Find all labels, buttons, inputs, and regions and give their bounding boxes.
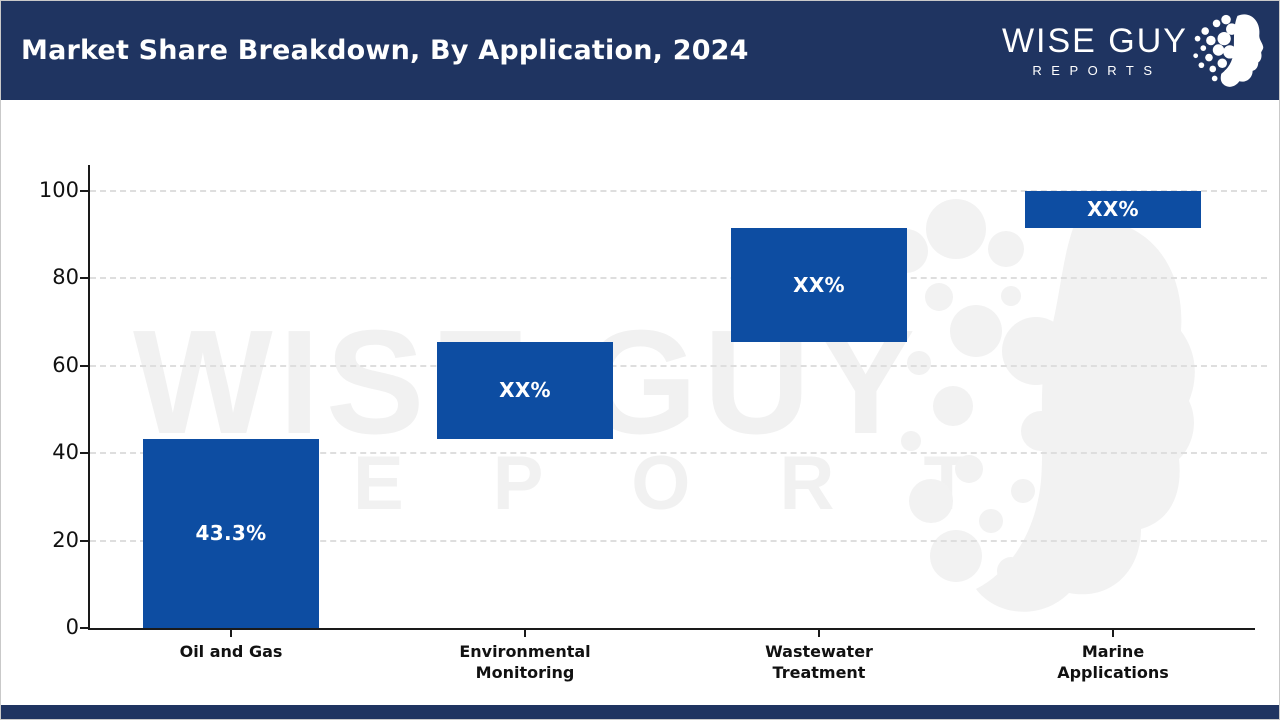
bar-value-label: XX% — [499, 378, 551, 403]
bar-value-label: XX% — [1087, 197, 1139, 222]
y-tick-20 — [80, 539, 89, 542]
y-axis-spine — [88, 165, 90, 630]
bar-oil-and-gas: 43.3% — [143, 438, 319, 628]
y-tick-label-80: 80 — [52, 265, 79, 289]
y-tick-label-60: 60 — [52, 352, 79, 377]
x-axis-label-line: Environmental — [459, 642, 591, 661]
x-axis-label-line: Marine — [1081, 642, 1145, 661]
gridline-40 — [90, 452, 1267, 454]
x-axis-label-line: Monitoring — [475, 663, 575, 682]
y-tick-100 — [80, 189, 89, 192]
x-axis-label-1: Environmental Monitoring — [413, 641, 637, 683]
svg-text:R E P O R T S: R E P O R T S — [209, 441, 1144, 526]
y-tick-80 — [80, 277, 89, 279]
x-axis-spine — [88, 628, 1255, 630]
page-title: Market Share Breakdown, By Application, … — [21, 34, 749, 66]
y-tick-40 — [80, 452, 89, 454]
gridline-100 — [90, 189, 1267, 192]
x-tick-1 — [524, 630, 526, 637]
x-axis-label-line: Treatment — [772, 663, 866, 682]
bar-environmental-monitoring: XX% — [437, 342, 613, 439]
header-bar: Market Share Breakdown, By Application, … — [1, 1, 1279, 100]
x-axis-label-3: Marine Applications — [1001, 641, 1225, 683]
x-tick-0 — [230, 630, 232, 637]
y-tick-label-0: 0 — [65, 615, 79, 639]
footer-bar — [1, 705, 1279, 719]
y-tick-label-40: 40 — [52, 440, 79, 464]
bar-marine-applications: XX% — [1025, 190, 1201, 229]
gridline-80 — [90, 277, 1267, 279]
x-tick-3 — [1112, 630, 1114, 637]
gridline-20 — [90, 539, 1267, 542]
y-tick-60 — [80, 364, 89, 367]
x-axis-label-line: Oil and Gas — [179, 642, 283, 661]
logo-wise-guy-label: WISE GUY — [1001, 21, 1188, 60]
x-axis-label-0: Oil and Gas — [119, 641, 343, 662]
y-tick-label-100: 100 — [38, 177, 79, 202]
x-tick-2 — [818, 630, 820, 637]
gridline-60 — [90, 364, 1267, 367]
wise-guy-logo-text: WISE GUY REPORTS — [1002, 24, 1188, 77]
bar-wastewater-treatment: XX% — [731, 228, 907, 343]
market-share-chart: 0 20 40 60 80 100 43.3% Oil and Gas XX% Environme… — [1, 1, 1279, 707]
x-axis-label-2: Wastewater Treatment — [707, 641, 931, 683]
bar-value-label: 43.3% — [195, 521, 267, 546]
logo-reports-label: REPORTS — [1032, 62, 1162, 78]
x-axis-label-line: Wastewater — [765, 642, 873, 661]
y-tick-label-20: 20 — [52, 527, 79, 552]
x-axis-label-line: Applications — [1057, 663, 1169, 682]
wise-guy-head-logo-icon — [1193, 14, 1264, 87]
wise-guy-logo: WISE GUY REPORTS — [1002, 10, 1264, 90]
y-tick-0 — [80, 627, 89, 629]
watermark-head-dots — [884, 199, 1195, 612]
bar-value-label: XX% — [793, 273, 845, 298]
